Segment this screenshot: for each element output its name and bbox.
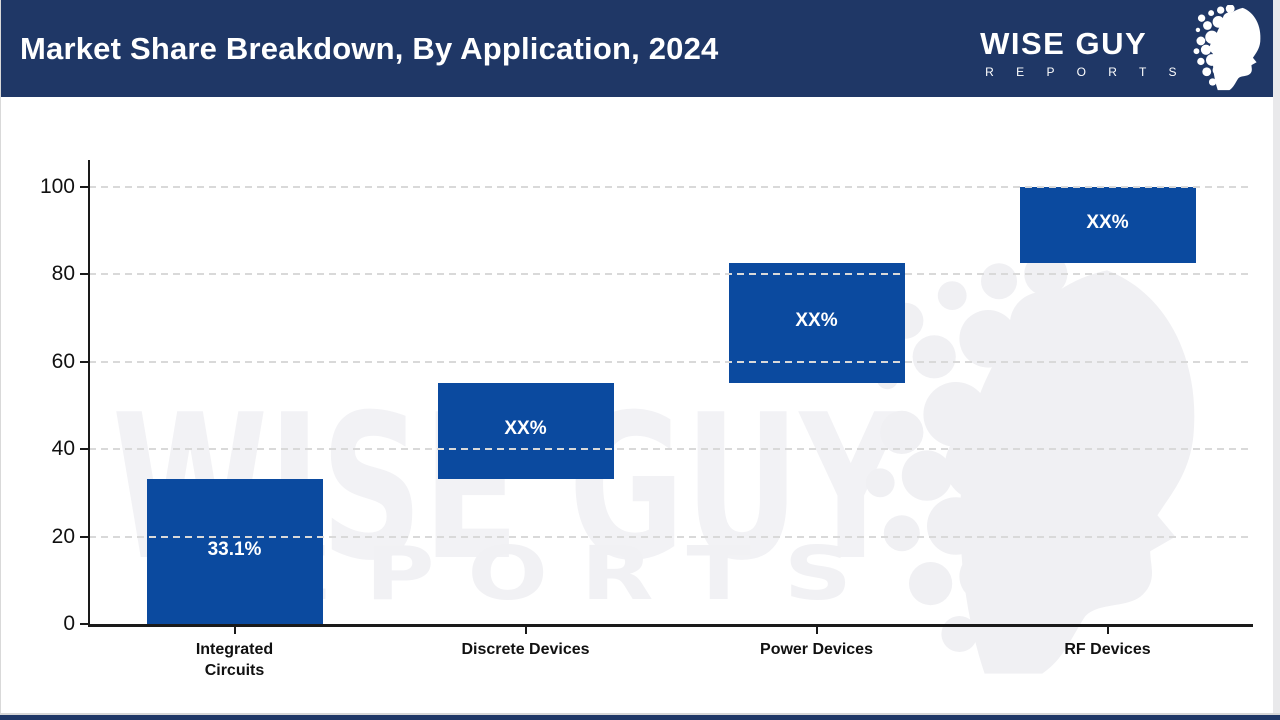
bar-segment: [146, 479, 323, 624]
gridline: [89, 273, 1253, 276]
logo-subtitle: R E P O R T S: [985, 64, 1186, 79]
y-tick-label: 20: [51, 524, 75, 548]
gridline: [89, 186, 1253, 188]
category-label: Discrete Devices: [461, 641, 590, 658]
logo-wordmark: WISE GUY: [980, 25, 1148, 61]
footer-bar: [0, 715, 1280, 720]
y-tick-label: 100: [39, 175, 75, 198]
category-label: RF Devices: [1064, 641, 1151, 658]
bar-value-label: 33.1%: [207, 538, 262, 560]
left-border: [0, 0, 1, 720]
page-title: Market Share Breakdown, By Application, …: [20, 30, 719, 66]
x-axis-line: [88, 624, 1253, 627]
y-tick-label: 40: [51, 437, 75, 461]
bar-segment: [437, 383, 614, 480]
bar-value-label: XX%: [504, 418, 547, 440]
logo-head-icon: [1193, 5, 1261, 91]
y-tick: [80, 448, 88, 451]
x-tick: [524, 626, 527, 634]
bottom-border-line: [0, 713, 1280, 715]
y-tick: [80, 186, 88, 188]
x-tick: [815, 626, 818, 634]
gridline: [89, 360, 1253, 363]
bar-value-label: XX%: [795, 310, 838, 332]
right-border: [1273, 0, 1280, 720]
y-tick: [80, 273, 88, 276]
gridline: [89, 448, 1253, 451]
x-tick: [233, 626, 236, 634]
wise-guy-logo: WISE GUY R E P O R T S: [980, 5, 1266, 93]
chart-area: WISE GUY R E P O R T S 33.1% Integrated C…: [0, 97, 1280, 720]
x-tick: [1106, 626, 1109, 634]
y-axis-line: [88, 160, 90, 627]
bar-value-label: XX%: [1086, 212, 1129, 234]
category-label: Power Devices: [760, 641, 873, 658]
logo-text: WISE GUY R E P O R T S: [980, 26, 1186, 79]
bar-segment: [1019, 187, 1196, 264]
category-label: Integrated Circuits: [195, 641, 274, 679]
y-tick: [80, 535, 88, 538]
y-tick: [80, 623, 88, 625]
y-tick-label: 0: [63, 612, 75, 635]
y-tick-label: 80: [51, 262, 75, 286]
y-tick-label: 60: [51, 349, 75, 373]
y-tick: [80, 360, 88, 363]
gridline: [89, 535, 1253, 538]
header-bar: Market Share Breakdown, By Application, …: [0, 0, 1280, 97]
